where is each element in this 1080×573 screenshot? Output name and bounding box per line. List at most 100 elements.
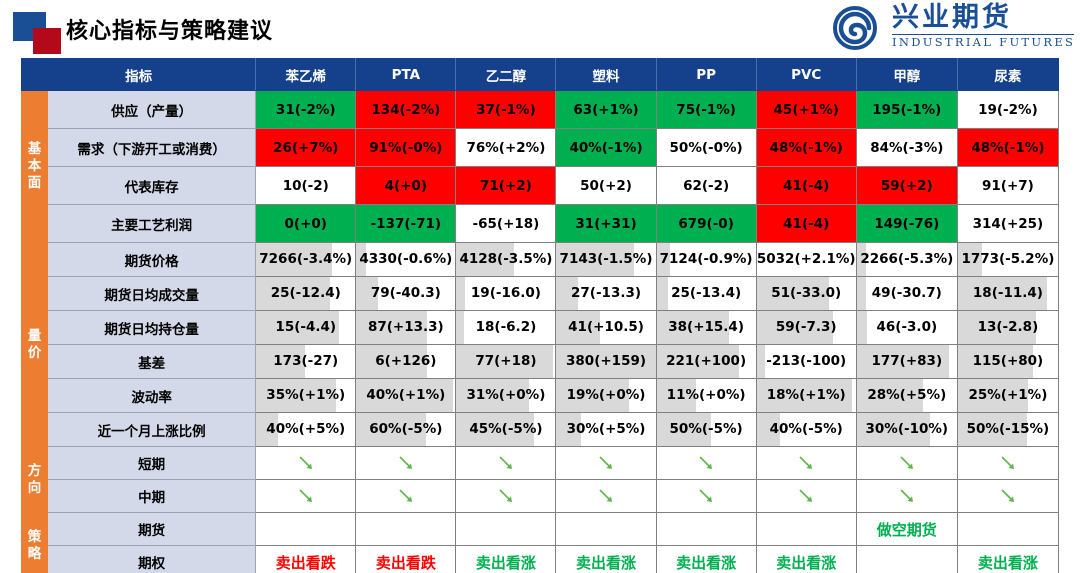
strategy-cell bbox=[355, 512, 457, 546]
data-bar-fill bbox=[456, 277, 466, 310]
data-bar-fill bbox=[256, 311, 340, 344]
metric-cell: 84%(-3%) bbox=[855, 128, 958, 167]
data-bar-fill bbox=[256, 379, 337, 412]
data-bar-fill bbox=[456, 311, 465, 344]
data-bar-fill bbox=[757, 277, 829, 310]
table-header-尿素: 尿素 bbox=[956, 58, 1060, 91]
table-row: 方向短期 bbox=[20, 446, 1060, 513]
data-bar-fill bbox=[256, 277, 330, 310]
data-bar-fill bbox=[256, 345, 305, 378]
data-bar-fill bbox=[958, 311, 1036, 344]
data-bar-cell: 7143(-1.5%) bbox=[555, 242, 657, 277]
data-bar-fill bbox=[556, 243, 634, 276]
data-bar-fill bbox=[857, 243, 866, 276]
metric-cell: 37(-1%) bbox=[455, 90, 557, 129]
cell-value: 18(-6.2) bbox=[475, 319, 537, 335]
cell-value: 173(-27) bbox=[273, 353, 339, 369]
metric-cell: 679(-0) bbox=[655, 204, 757, 243]
table-header-苯乙烯: 苯乙烯 bbox=[255, 58, 357, 91]
arrow-down-right-icon bbox=[255, 446, 357, 480]
metric-cell: 10(-2) bbox=[255, 166, 357, 205]
table-row: 近一个月上涨比例 40%(+5%) 60%(-5%) 45%(-5%) 30%(+5%)… bbox=[22, 412, 1060, 447]
data-bar-fill bbox=[757, 379, 852, 412]
cell-value: 卖出看涨 bbox=[977, 553, 1038, 572]
cell-value: 87(+13.3) bbox=[367, 319, 444, 335]
data-bar-fill bbox=[857, 277, 866, 310]
data-bar-cell: 38(+15.4) bbox=[655, 310, 757, 345]
arrow-down-right-icon bbox=[555, 446, 657, 480]
strategy-cell bbox=[255, 512, 357, 546]
cell-value: 28%(+5%) bbox=[867, 387, 947, 403]
cell-value: 卖出看跌 bbox=[275, 553, 336, 572]
row-label: 期货 bbox=[47, 512, 257, 546]
data-bar-cell: 25(-13.4) bbox=[655, 276, 757, 311]
strategy-cell: 卖出看涨 bbox=[956, 545, 1060, 573]
table-header-塑料: 塑料 bbox=[555, 58, 657, 91]
data-bar-cell: 35%(+1%) bbox=[255, 378, 357, 413]
cell-value: 380(+159) bbox=[566, 353, 647, 369]
data-bar-fill bbox=[958, 243, 982, 276]
cell-value: 11%(+0%) bbox=[666, 387, 746, 403]
arrow-down-right-icon bbox=[956, 479, 1060, 513]
data-bar-cell: 50%(-15%) bbox=[956, 412, 1060, 447]
arrow-down-right-icon bbox=[255, 479, 357, 513]
data-bar-cell: 27(-13.3) bbox=[555, 276, 657, 311]
table-row: 量价期货价格 7266(-3.4%) 4330(-0.6%) 4128(-3.5%) 7… bbox=[20, 242, 1060, 447]
table-row: 中期 bbox=[22, 479, 1060, 513]
cell-value: 115(+80) bbox=[972, 353, 1044, 369]
arrow-down-right-icon bbox=[555, 479, 657, 513]
arrow-down-right-icon bbox=[455, 446, 557, 480]
data-bar-fill bbox=[857, 413, 930, 446]
data-bar-cell: 7124(-0.9%) bbox=[655, 242, 757, 277]
cell-value: 50%(-5%) bbox=[669, 421, 743, 437]
cell-value: 2266(-5.3%) bbox=[860, 251, 954, 267]
cell-value: 77(+18) bbox=[475, 353, 537, 369]
arrow-down-right-icon bbox=[855, 479, 958, 513]
cell-value: 7143(-1.5%) bbox=[559, 251, 653, 267]
cell-value: 卖出看涨 bbox=[776, 553, 837, 572]
strategy-cell bbox=[755, 512, 857, 546]
data-bar-fill bbox=[958, 277, 1047, 310]
data-bar-fill bbox=[857, 345, 949, 378]
arrow-down-right-icon bbox=[655, 446, 757, 480]
row-label: 主要工艺利润 bbox=[47, 204, 257, 243]
data-bar-cell: 31%(+0%) bbox=[455, 378, 557, 413]
table-row: 基本面供应（产量） 31(-2%) 134(-2%) 37(-1%) 63(+1%) 75… bbox=[20, 90, 1060, 243]
strategy-cell: 卖出看涨 bbox=[655, 545, 757, 573]
cell-value: 49(-30.7) bbox=[871, 285, 942, 301]
strategy-cell bbox=[855, 545, 958, 573]
metric-cell: 63(+1%) bbox=[555, 90, 657, 129]
data-bar-cell: 6(+126) bbox=[355, 344, 457, 379]
decorative-red-square bbox=[33, 28, 61, 54]
cell-value: 18(-11.4) bbox=[972, 285, 1043, 301]
data-bar-cell: 50%(-5%) bbox=[655, 412, 757, 447]
cell-value: 卖出看跌 bbox=[375, 553, 436, 572]
cell-value: 27(-13.3) bbox=[571, 285, 642, 301]
data-bar-fill bbox=[857, 311, 867, 344]
data-bar-fill bbox=[356, 413, 426, 446]
data-bar-cell: 4330(-0.6%) bbox=[355, 242, 457, 277]
data-bar-fill bbox=[757, 311, 833, 344]
table-row: 波动率 35%(+1%) 40%(+1%) 31%(+0%) 19%(+0%) 11%(+… bbox=[22, 378, 1060, 413]
data-bar-cell: 59(-7.3) bbox=[755, 310, 857, 345]
table-row: 策略期货 做空期货 bbox=[20, 512, 1060, 573]
metric-cell: 26(+7%) bbox=[255, 128, 357, 167]
metric-cell: 41(-4) bbox=[755, 166, 857, 205]
table-header-row: 指标 苯乙烯 PTA 乙二醇 塑料 PP PVC 甲醇 尿素 bbox=[20, 58, 1060, 91]
row-label: 期权 bbox=[47, 545, 257, 573]
slide-header: 核心指标与策略建议 兴业期货 INDUSTRIAL FUTURES bbox=[0, 0, 1080, 58]
cell-value: 79(-40.3) bbox=[370, 285, 441, 301]
cell-value: 卖出看涨 bbox=[576, 553, 637, 572]
cell-value: 50%(-15%) bbox=[966, 421, 1050, 437]
logo-text-block: 兴业期货 INDUSTRIAL FUTURES bbox=[892, 2, 1074, 49]
cell-value: 30%(-10%) bbox=[865, 421, 949, 437]
table-row: 期货日均持仓量 15(-4.4) 87(+13.3) 18(-6.2) 41(+10.5… bbox=[22, 310, 1060, 345]
indicator-strategy-table: 指标 苯乙烯 PTA 乙二醇 塑料 PP PVC 甲醇 尿素 基本面供应（产量） 31(-2%) 1… bbox=[20, 58, 1060, 573]
strategy-cell bbox=[655, 512, 757, 546]
metric-cell: -65(+18) bbox=[455, 204, 557, 243]
metric-cell: 48%(-1%) bbox=[956, 128, 1060, 167]
cell-value: 19%(+0%) bbox=[566, 387, 646, 403]
row-label: 基差 bbox=[47, 344, 257, 379]
arrow-down-right-icon bbox=[355, 446, 457, 480]
